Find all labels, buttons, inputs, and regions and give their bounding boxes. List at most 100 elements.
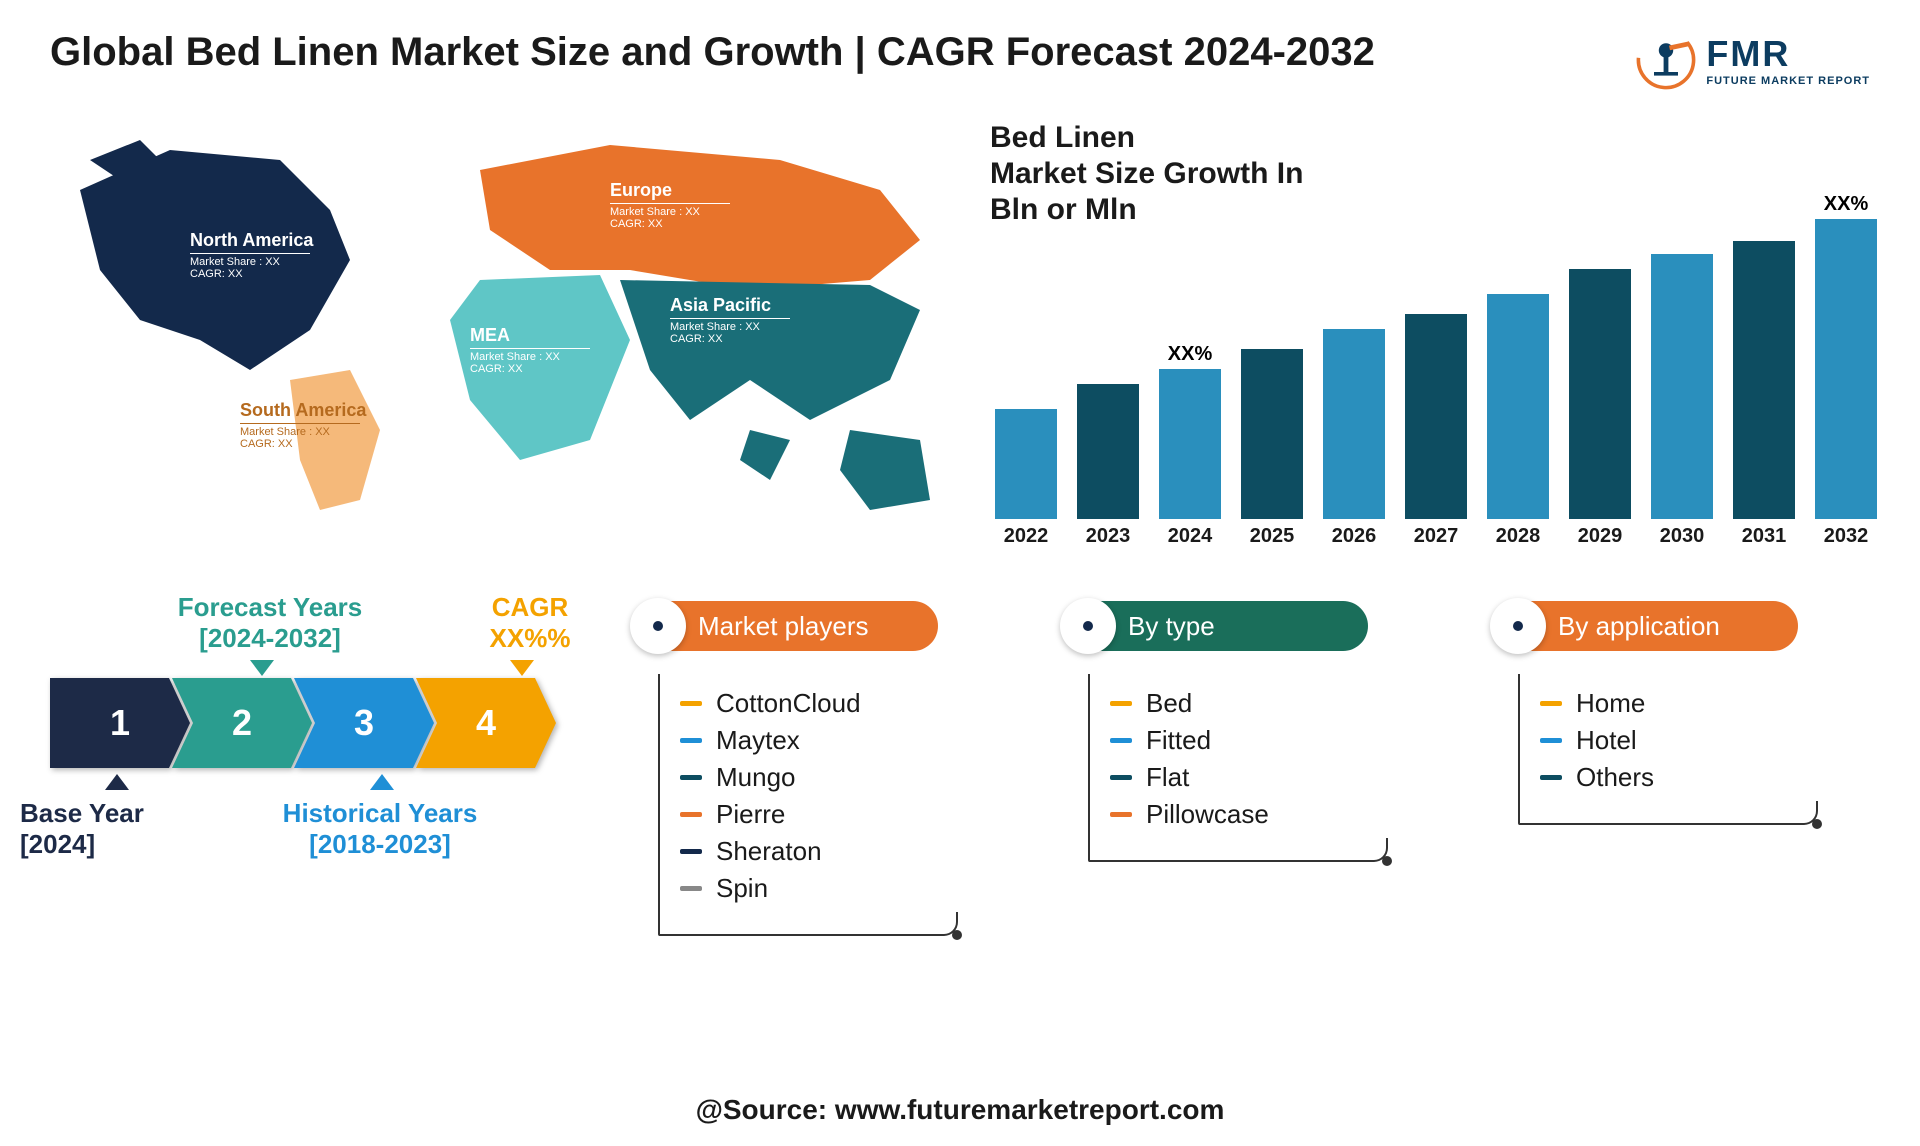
dash-icon bbox=[680, 775, 702, 780]
dot-icon bbox=[1513, 621, 1523, 631]
bar-2032: XX%2032 bbox=[1810, 219, 1882, 548]
dash-icon bbox=[1540, 775, 1562, 780]
bracket-icon bbox=[658, 912, 958, 936]
category-by-type: By type Bed Fitted Flat Pillowcase bbox=[1060, 598, 1440, 942]
category-market-players: Market players CottonCloud Maytex Mungo … bbox=[630, 598, 1010, 942]
bar-year-label: 2030 bbox=[1660, 525, 1705, 548]
fmr-logo: FMR FUTURE MARKET REPORT bbox=[1636, 30, 1870, 90]
bar-year-label: 2032 bbox=[1824, 525, 1869, 548]
list-item: CottonCloud bbox=[680, 688, 958, 719]
dash-icon bbox=[1110, 812, 1132, 817]
item-label: Sheraton bbox=[716, 836, 822, 867]
bar-year-label: 2029 bbox=[1578, 525, 1623, 548]
arrow-down-icon bbox=[370, 774, 394, 790]
bar bbox=[1077, 384, 1139, 519]
item-label: Pierre bbox=[716, 799, 785, 830]
dash-icon bbox=[680, 701, 702, 706]
logo-abbr: FMR bbox=[1706, 33, 1870, 75]
list-item: Sheraton bbox=[680, 836, 958, 867]
item-label: Bed bbox=[1146, 688, 1192, 719]
bar-2026: 2026 bbox=[1318, 329, 1390, 548]
bar-2029: 2029 bbox=[1564, 269, 1636, 548]
arrow-down-icon bbox=[510, 660, 534, 676]
item-label: Fitted bbox=[1146, 725, 1211, 756]
forecast-years-label: Forecast Years [2024-2032] bbox=[170, 592, 370, 654]
growth-bar-chart: Bed Linen Market Size Growth In Bln or M… bbox=[990, 120, 1882, 548]
bar-year-label: 2027 bbox=[1414, 525, 1459, 548]
world-map: North America Market Share : XX CAGR: XX… bbox=[50, 120, 950, 520]
bar bbox=[1651, 254, 1713, 519]
category-title: Market players bbox=[658, 601, 938, 651]
category-bullet bbox=[1060, 598, 1116, 654]
bar-2022: 2022 bbox=[990, 409, 1062, 548]
bar-2028: 2028 bbox=[1482, 294, 1554, 548]
map-svg bbox=[50, 120, 950, 520]
bar-annot: XX% bbox=[1168, 343, 1212, 366]
bar-2024: XX%2024 bbox=[1154, 369, 1226, 548]
telescope-icon bbox=[1636, 30, 1696, 90]
timeline-step-4: 4 bbox=[416, 678, 556, 768]
category-list: Home Hotel Others bbox=[1518, 674, 1818, 807]
item-label: CottonCloud bbox=[716, 688, 861, 719]
list-item: Maytex bbox=[680, 725, 958, 756]
bar-2023: 2023 bbox=[1072, 384, 1144, 548]
base-year-label: Base Year [2024] bbox=[20, 798, 240, 860]
list-item: Spin bbox=[680, 873, 958, 904]
timeline: Forecast Years [2024-2032] CAGR XX%% 123… bbox=[50, 598, 590, 768]
list-item: Fitted bbox=[1110, 725, 1388, 756]
bar-year-label: 2028 bbox=[1496, 525, 1541, 548]
list-item: Pillowcase bbox=[1110, 799, 1388, 830]
timeline-step-1: 1 bbox=[50, 678, 190, 768]
list-item: Pierre bbox=[680, 799, 958, 830]
bar-year-label: 2025 bbox=[1250, 525, 1295, 548]
bar-2031: 2031 bbox=[1728, 241, 1800, 548]
bar bbox=[1405, 314, 1467, 519]
bar-2030: 2030 bbox=[1646, 254, 1718, 548]
category-list: CottonCloud Maytex Mungo Pierre Sheraton… bbox=[658, 674, 958, 918]
label-north-america: North America Market Share : XX CAGR: XX bbox=[190, 230, 313, 280]
list-item: Mungo bbox=[680, 762, 958, 793]
item-label: Mungo bbox=[716, 762, 796, 793]
bar-2027: 2027 bbox=[1400, 314, 1472, 548]
bar-year-label: 2031 bbox=[1742, 525, 1787, 548]
bar-year-label: 2022 bbox=[1004, 525, 1049, 548]
bar bbox=[1487, 294, 1549, 519]
dash-icon bbox=[1540, 738, 1562, 743]
category-title: By type bbox=[1088, 601, 1368, 651]
dot-icon bbox=[653, 621, 663, 631]
list-item: Others bbox=[1540, 762, 1818, 793]
dash-icon bbox=[1110, 701, 1132, 706]
dot-icon bbox=[1083, 621, 1093, 631]
arrow-down-icon bbox=[105, 774, 129, 790]
bar-year-label: 2026 bbox=[1332, 525, 1377, 548]
item-label: Maytex bbox=[716, 725, 800, 756]
bar bbox=[1733, 241, 1795, 519]
source-attribution: @Source: www.futuremarketreport.com bbox=[0, 1094, 1920, 1126]
dash-icon bbox=[680, 812, 702, 817]
dash-icon bbox=[680, 849, 702, 854]
category-title: By application bbox=[1518, 601, 1798, 651]
bar-year-label: 2023 bbox=[1086, 525, 1131, 548]
label-mea: MEA Market Share : XX CAGR: XX bbox=[470, 325, 590, 375]
list-item: Bed bbox=[1110, 688, 1388, 719]
item-label: Spin bbox=[716, 873, 768, 904]
list-item: Home bbox=[1540, 688, 1818, 719]
bar bbox=[1569, 269, 1631, 519]
item-label: Hotel bbox=[1576, 725, 1637, 756]
category-bullet bbox=[1490, 598, 1546, 654]
dash-icon bbox=[680, 738, 702, 743]
bracket-icon bbox=[1518, 801, 1818, 825]
item-label: Home bbox=[1576, 688, 1645, 719]
arrow-down-icon bbox=[250, 660, 274, 676]
list-item: Flat bbox=[1110, 762, 1388, 793]
dash-icon bbox=[680, 886, 702, 891]
bar-year-label: 2024 bbox=[1168, 525, 1213, 548]
bar bbox=[1159, 369, 1221, 519]
bar bbox=[1815, 219, 1877, 519]
timeline-step-2: 2 bbox=[172, 678, 312, 768]
dash-icon bbox=[1110, 775, 1132, 780]
label-south-america: South America Market Share : XX CAGR: XX bbox=[240, 400, 366, 450]
logo-tagline: FUTURE MARKET REPORT bbox=[1706, 75, 1870, 87]
item-label: Others bbox=[1576, 762, 1654, 793]
list-item: Hotel bbox=[1540, 725, 1818, 756]
